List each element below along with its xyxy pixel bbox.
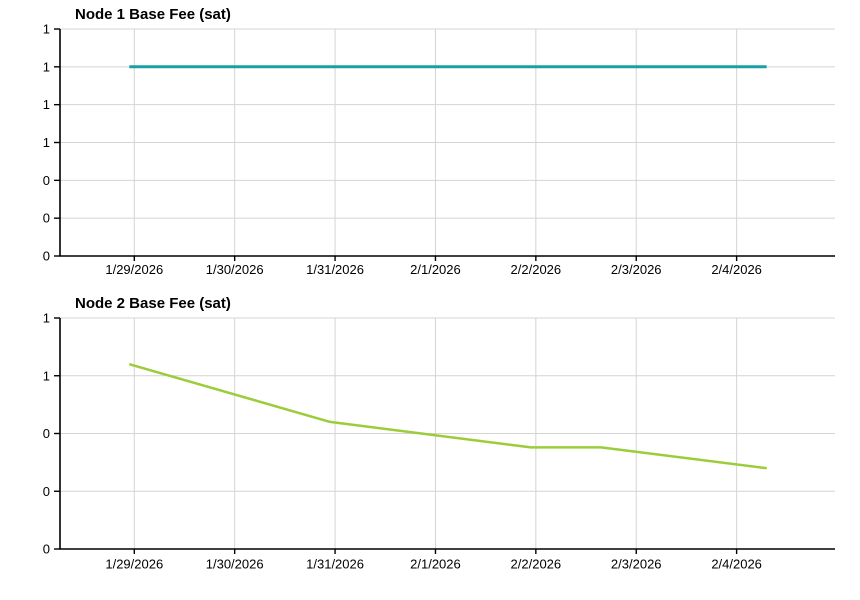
x-tick-label: 2/2/2026 [511, 557, 562, 572]
y-tick-label: 0 [43, 211, 50, 226]
x-tick-label: 2/1/2026 [410, 557, 461, 572]
y-tick-label: 0 [43, 249, 50, 264]
x-tick-label: 1/30/2026 [206, 262, 264, 277]
node2-base-fee-chart: Node 2 Base Fee (sat) 1 1 0 0 0 1/29/2026 1/30… [0, 290, 860, 600]
y-tick-label: 1 [43, 59, 50, 74]
y-tick-label: 1 [43, 135, 50, 150]
y-tick-label: 1 [43, 22, 50, 37]
x-tick-label: 2/3/2026 [611, 262, 662, 277]
x-tick-label: 2/1/2026 [410, 262, 461, 277]
x-tick-label: 1/31/2026 [306, 262, 364, 277]
y-tick-label: 1 [43, 97, 50, 112]
x-tick-label: 1/29/2026 [105, 262, 163, 277]
x-tick-label: 2/3/2026 [611, 557, 662, 572]
y-tick-label: 0 [43, 542, 50, 557]
y-tick-label: 0 [43, 173, 50, 188]
y-tick-label: 0 [43, 426, 50, 441]
x-tick-label: 1/29/2026 [105, 557, 163, 572]
node1-chart-title: Node 1 Base Fee (sat) [75, 6, 231, 23]
x-tick-label: 1/31/2026 [306, 557, 364, 572]
x-tick-label: 2/4/2026 [711, 262, 762, 277]
x-tick-label: 2/2/2026 [511, 262, 562, 277]
node1-chart-canvas: 1 1 1 1 0 0 0 1/29/2026 1/30/2026 1/31/2026 2/1/20… [43, 22, 835, 277]
x-tick-label: 1/30/2026 [206, 557, 264, 572]
x-tick-label: 2/4/2026 [711, 557, 762, 572]
y-tick-label: 0 [43, 484, 50, 499]
node2-chart-canvas: 1 1 0 0 0 1/29/2026 1/30/2026 1/31/2026 2/1/2026… [43, 311, 835, 572]
node1-base-fee-chart: Node 1 Base Fee (sat) 1 1 1 1 0 0 0 1/29/2026 1/… [0, 0, 860, 290]
series-line [128, 362, 767, 470]
y-tick-label: 1 [43, 368, 50, 383]
node2-chart-title: Node 2 Base Fee (sat) [75, 295, 231, 312]
y-tick-label: 1 [43, 311, 50, 326]
